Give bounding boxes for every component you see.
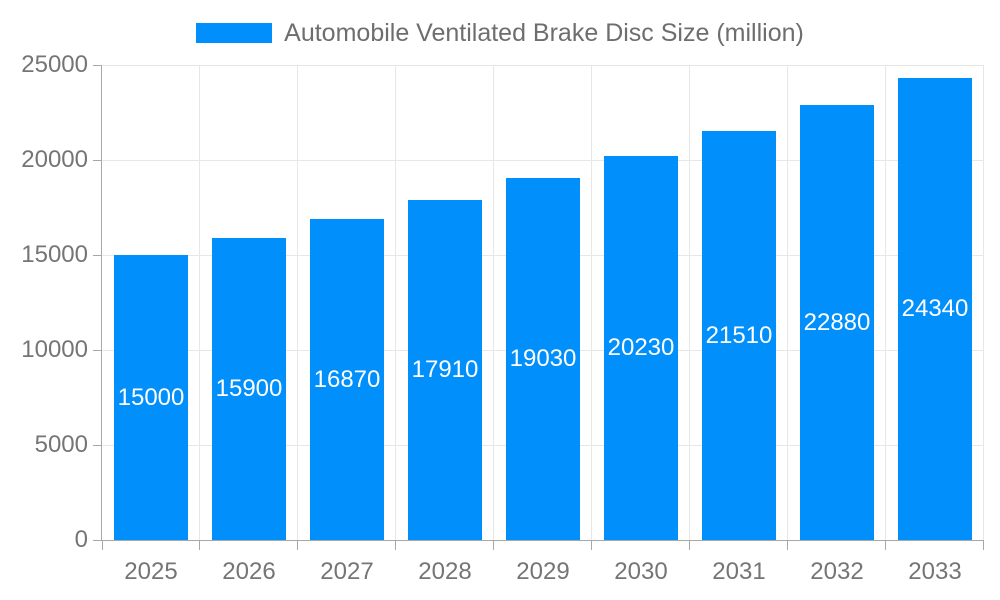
gridline-vertical — [395, 65, 396, 540]
y-axis-tick — [93, 540, 101, 541]
x-axis-tick — [199, 541, 200, 550]
x-tick-label: 2031 — [712, 558, 766, 585]
bar-value-label: 19030 — [509, 345, 577, 373]
bar — [800, 105, 874, 540]
bar — [114, 255, 188, 540]
gridline-vertical — [787, 65, 788, 540]
x-tick-label: 2030 — [614, 558, 668, 585]
legend[interactable]: Automobile Ventilated Brake Disc Size (m… — [0, 18, 1000, 48]
gridline-vertical — [297, 65, 298, 540]
y-tick-label: 5000 — [34, 431, 88, 458]
gridline-horizontal — [102, 160, 984, 161]
x-tick-label: 2027 — [320, 558, 374, 585]
y-axis-tick — [93, 445, 101, 446]
x-tick-label: 2029 — [516, 558, 570, 585]
gridline-vertical — [591, 65, 592, 540]
y-tick-label: 10000 — [21, 336, 88, 363]
legend-label: Automobile Ventilated Brake Disc Size (m… — [284, 18, 804, 47]
plot-area: 0 5000 10000 15000 20000 25000 15000 2025 15900 2… — [21, 51, 984, 585]
y-axis-tick — [93, 65, 101, 66]
x-axis-tick — [493, 541, 494, 550]
bar-value-label: 21510 — [705, 321, 773, 349]
x-axis-tick — [102, 541, 103, 550]
x-axis-tick — [689, 541, 690, 550]
bar-value-label: 16870 — [313, 365, 381, 393]
bar — [310, 219, 384, 540]
gridline-vertical — [493, 65, 494, 540]
bar — [702, 131, 776, 540]
gridline-horizontal — [102, 65, 984, 66]
gridline-vertical — [885, 65, 886, 540]
bar — [898, 77, 972, 540]
bar — [212, 237, 286, 540]
y-tick-label: 0 — [74, 526, 88, 553]
bar — [408, 199, 482, 540]
x-tick-label: 2026 — [222, 558, 276, 585]
y-axis-tick — [93, 350, 101, 351]
x-axis-tick — [591, 541, 592, 550]
bar-value-label: 24340 — [901, 294, 969, 322]
gridline-vertical — [689, 65, 690, 540]
x-tick-label: 2025 — [124, 558, 178, 585]
y-axis-tick — [93, 160, 101, 161]
y-tick-label: 15000 — [21, 241, 88, 268]
x-axis-tick — [983, 541, 984, 550]
bar-value-label: 17910 — [411, 355, 479, 383]
y-tick-label: 20000 — [21, 146, 88, 173]
x-axis-tick — [787, 541, 788, 550]
x-tick-label: 2032 — [810, 558, 864, 585]
x-tick-label: 2033 — [908, 558, 962, 585]
gridline-vertical — [199, 65, 200, 540]
gridline-vertical — [983, 65, 984, 540]
x-axis-tick — [395, 541, 396, 550]
x-tick-label: 2028 — [418, 558, 472, 585]
bar-value-label: 15900 — [215, 374, 283, 402]
bar-value-label: 20230 — [607, 333, 675, 361]
bar — [506, 178, 580, 540]
x-axis-tick — [885, 541, 886, 550]
legend-swatch — [196, 23, 273, 43]
bar — [604, 155, 678, 540]
bar-value-label: 22880 — [803, 308, 871, 336]
y-tick-label: 25000 — [21, 51, 88, 78]
y-axis-tick — [93, 255, 101, 256]
x-axis-tick — [297, 541, 298, 550]
bar-value-label: 15000 — [117, 383, 185, 411]
